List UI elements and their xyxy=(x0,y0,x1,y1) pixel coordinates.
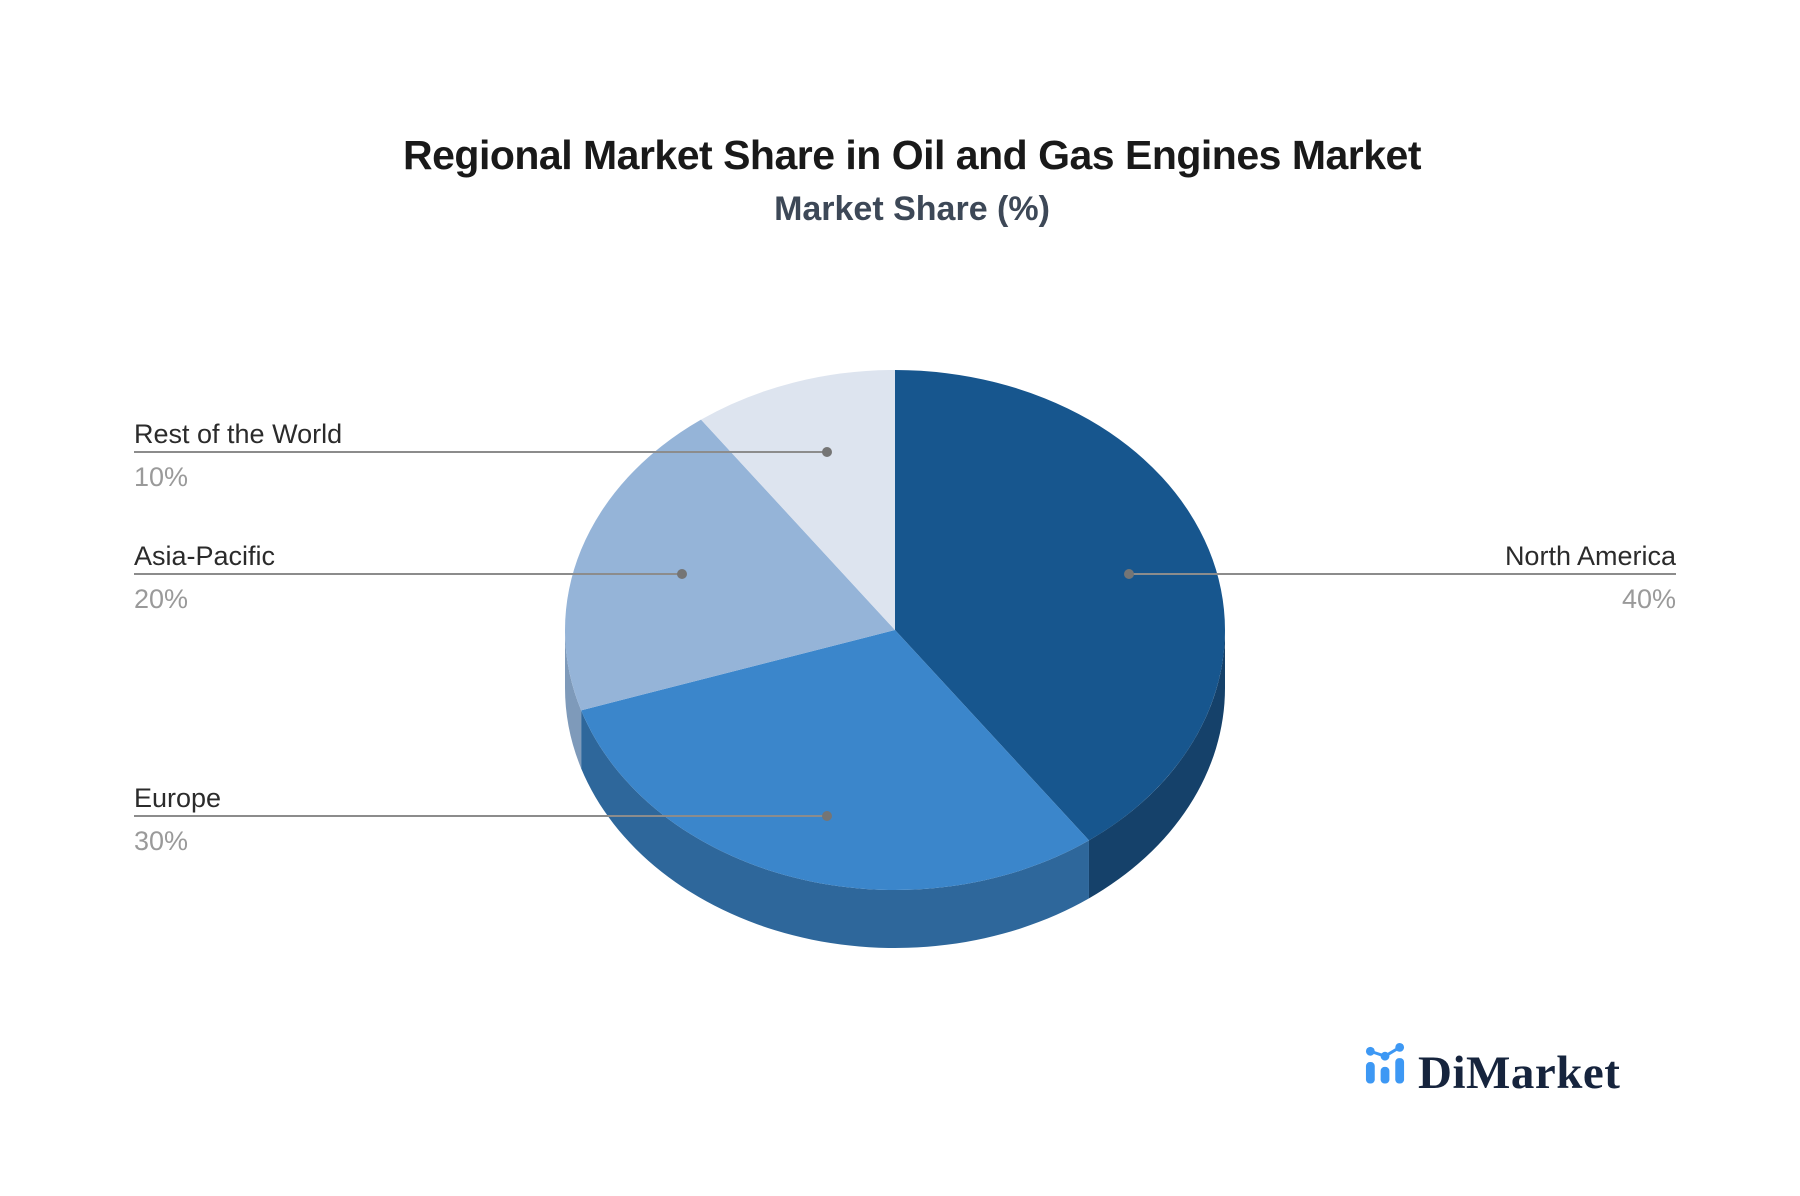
slice-value-europe: 30% xyxy=(134,826,189,856)
slice-value-north-america: 40% xyxy=(1621,584,1676,614)
pie-3d-rims xyxy=(565,630,1225,948)
pie-slice-asia-pacific xyxy=(565,419,895,711)
slice-label-rest-of-the-world: Rest of the World xyxy=(134,419,343,449)
leader-dot-north-america xyxy=(1124,569,1134,579)
leader-lines xyxy=(134,447,1676,821)
pie-slice-side-asia-pacific xyxy=(565,630,582,769)
logo-dot xyxy=(1395,1042,1405,1052)
logo-bar xyxy=(1395,1058,1405,1084)
slice-value-rest-of-the-world: 10% xyxy=(134,462,189,492)
dimarket-logo: DiMarket xyxy=(1364,1040,1620,1097)
leader-dot-rest-of-the-world xyxy=(822,447,832,457)
pie-slice-side-europe xyxy=(581,710,1089,948)
logo-bar xyxy=(1365,1062,1375,1084)
dimarket-logo-text: DiMarket xyxy=(1418,1047,1621,1099)
pie-slice-europe xyxy=(581,630,1089,890)
slice-label-north-america: North America xyxy=(1504,541,1676,571)
logo-dot xyxy=(1380,1051,1390,1061)
logo-bar xyxy=(1380,1066,1390,1084)
leader-dot-europe xyxy=(822,811,832,821)
pie-slices xyxy=(565,370,1225,890)
slice-label-europe: Europe xyxy=(134,783,222,813)
pie-slice-side-north-america xyxy=(1088,630,1225,899)
bar-chart-logo-icon xyxy=(1365,1042,1405,1084)
leader-dot-asia-pacific xyxy=(677,569,687,579)
chart-title: Regional Market Share in Oil and Gas Eng… xyxy=(402,132,1422,178)
slice-value-asia-pacific: 20% xyxy=(134,584,189,614)
chart-subtitle: Market Share (%) xyxy=(774,190,1050,228)
slice-label-asia-pacific: Asia-Pacific xyxy=(134,541,276,571)
pie-slice-north-america xyxy=(895,370,1225,841)
logo-dot xyxy=(1365,1046,1375,1056)
pie-slice-rest-of-the-world xyxy=(701,370,895,630)
